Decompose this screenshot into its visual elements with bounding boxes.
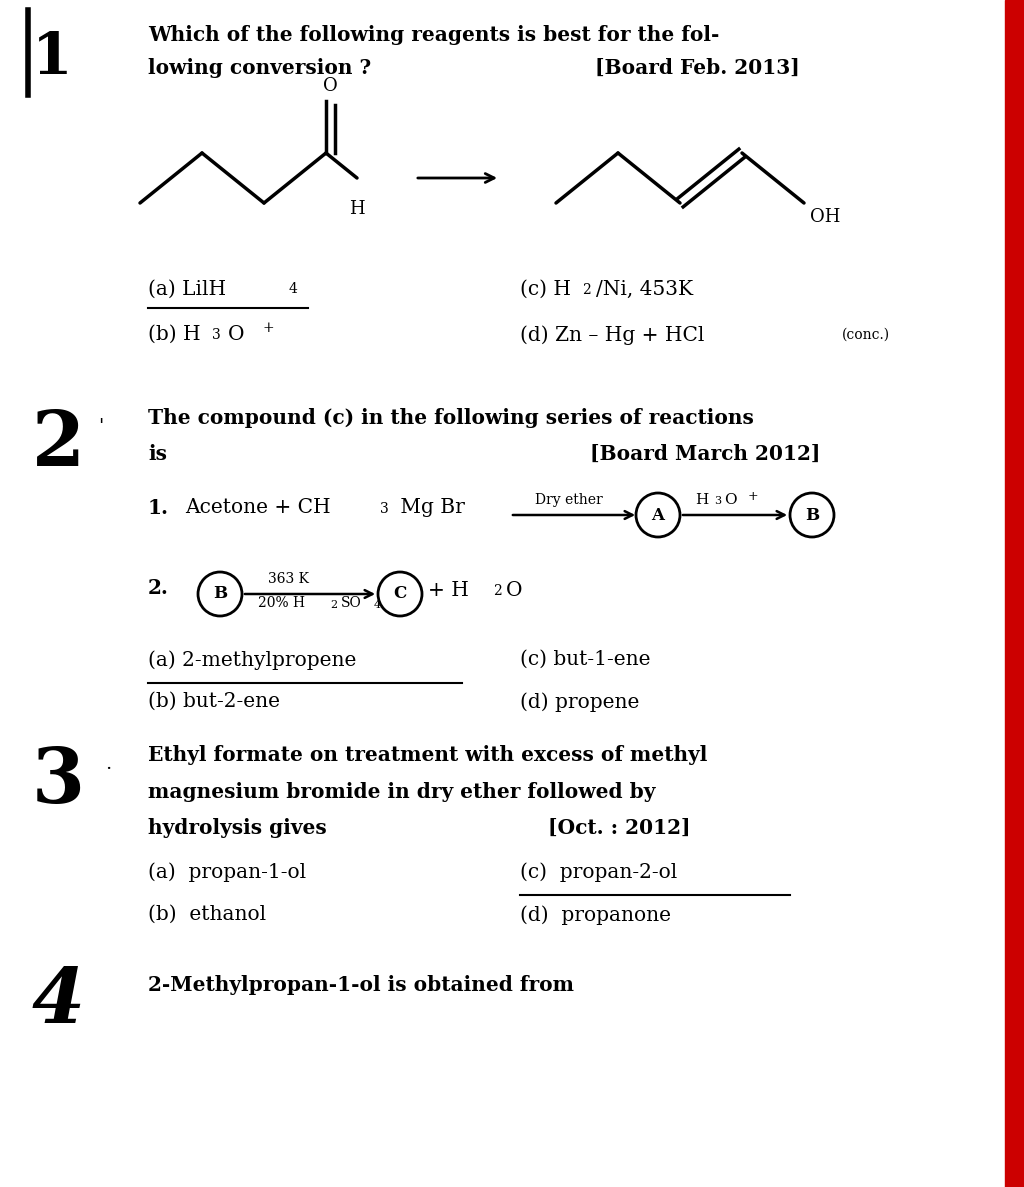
Text: (b) but-2-ene: (b) but-2-ene xyxy=(148,692,280,711)
Text: (conc.): (conc.) xyxy=(842,328,890,342)
Text: 2: 2 xyxy=(493,584,502,598)
Text: ': ' xyxy=(98,418,103,436)
Text: Dry ether: Dry ether xyxy=(535,493,603,507)
Text: (a) LilH: (a) LilH xyxy=(148,280,226,299)
Text: lowing conversion ?: lowing conversion ? xyxy=(148,58,371,78)
Text: C: C xyxy=(393,585,407,603)
Text: 1: 1 xyxy=(32,30,73,85)
Text: (d) propene: (d) propene xyxy=(520,692,639,712)
Text: .: . xyxy=(105,755,112,773)
Text: magnesium bromide in dry ether followed by: magnesium bromide in dry ether followed … xyxy=(148,782,655,802)
Text: 3: 3 xyxy=(212,328,221,342)
Text: /Ni, 453K: /Ni, 453K xyxy=(596,280,693,299)
Text: 2: 2 xyxy=(582,283,591,297)
Text: SO: SO xyxy=(341,596,361,610)
Text: Which of the following reagents is best for the fol-: Which of the following reagents is best … xyxy=(148,25,720,45)
Text: 4: 4 xyxy=(289,283,298,296)
Text: (c) H: (c) H xyxy=(520,280,571,299)
Text: 4: 4 xyxy=(32,965,85,1039)
Text: A: A xyxy=(651,507,665,523)
Text: Mg Br: Mg Br xyxy=(394,499,465,518)
Text: 2: 2 xyxy=(32,408,85,482)
Text: H: H xyxy=(695,493,709,507)
Text: 4: 4 xyxy=(374,599,381,610)
Text: hydrolysis gives: hydrolysis gives xyxy=(148,818,327,838)
Text: O: O xyxy=(724,493,736,507)
Text: (c) but-1-ene: (c) but-1-ene xyxy=(520,650,650,669)
Text: 3: 3 xyxy=(32,745,85,819)
Text: B: B xyxy=(213,585,227,603)
Text: 2.: 2. xyxy=(148,578,169,598)
Text: (b)  ethanol: (b) ethanol xyxy=(148,904,266,923)
Text: 3: 3 xyxy=(380,502,389,516)
Text: B: B xyxy=(805,507,819,523)
Text: +: + xyxy=(748,490,759,503)
Text: The compound (c) in the following series of reactions: The compound (c) in the following series… xyxy=(148,408,754,429)
Text: 2: 2 xyxy=(330,599,337,610)
Text: Acetone + CH: Acetone + CH xyxy=(185,499,331,518)
Text: +: + xyxy=(263,320,274,335)
Text: OH: OH xyxy=(810,208,841,226)
Text: O: O xyxy=(228,325,245,344)
Text: (c)  propan-2-ol: (c) propan-2-ol xyxy=(520,862,677,882)
Text: [Board Feb. 2013]: [Board Feb. 2013] xyxy=(595,58,800,78)
Text: (a) 2-methylpropene: (a) 2-methylpropene xyxy=(148,650,356,669)
Text: is: is xyxy=(148,444,167,464)
Bar xyxy=(1005,0,1024,1187)
Text: H: H xyxy=(349,199,365,218)
Text: (d) Zn – Hg + HCl: (d) Zn – Hg + HCl xyxy=(520,325,705,344)
Text: 1.: 1. xyxy=(148,499,169,518)
Text: 3: 3 xyxy=(714,496,721,506)
Text: 2-Methylpropan-1-ol is obtained from: 2-Methylpropan-1-ol is obtained from xyxy=(148,975,574,995)
Text: (a)  propan-1-ol: (a) propan-1-ol xyxy=(148,862,306,882)
Text: [Oct. : 2012]: [Oct. : 2012] xyxy=(548,818,690,838)
Text: (b) H: (b) H xyxy=(148,325,201,344)
Text: (d)  propanone: (d) propanone xyxy=(520,904,671,925)
Text: [Board March 2012]: [Board March 2012] xyxy=(590,444,820,464)
Text: Ethyl formate on treatment with excess of methyl: Ethyl formate on treatment with excess o… xyxy=(148,745,708,764)
Text: O: O xyxy=(506,580,522,599)
Text: + H: + H xyxy=(428,580,469,599)
Text: O: O xyxy=(323,77,337,95)
Text: 363 K: 363 K xyxy=(268,572,309,586)
Text: 20% H: 20% H xyxy=(258,596,305,610)
